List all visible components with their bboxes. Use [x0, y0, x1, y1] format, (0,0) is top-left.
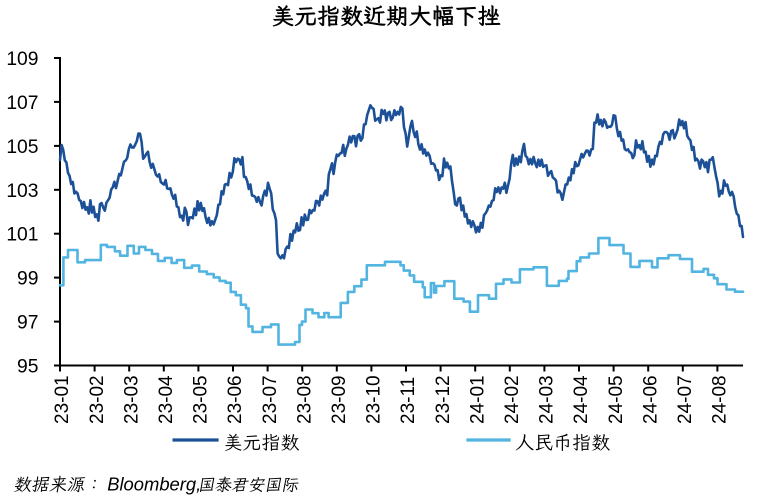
svg-text:23-05: 23-05: [191, 375, 212, 424]
svg-text:23-11: 23-11: [398, 377, 419, 424]
svg-text:23-06: 23-06: [225, 375, 246, 424]
svg-text:24-01: 24-01: [467, 375, 488, 424]
svg-text:24-07: 24-07: [675, 375, 696, 424]
svg-text:109: 109: [6, 49, 38, 70]
svg-text:23-03: 23-03: [121, 375, 142, 424]
svg-text:105: 105: [6, 137, 38, 158]
svg-text:103: 103: [6, 181, 38, 202]
svg-text:97: 97: [17, 313, 38, 334]
svg-text:24-03: 24-03: [537, 375, 558, 424]
svg-text:23-04: 23-04: [156, 375, 177, 424]
svg-text:24-08: 24-08: [710, 375, 731, 424]
svg-text:24-04: 24-04: [571, 375, 592, 424]
svg-text:95: 95: [17, 357, 38, 378]
svg-text:23-08: 23-08: [294, 375, 315, 424]
svg-text:24-05: 24-05: [606, 375, 627, 424]
svg-text:23-09: 23-09: [329, 375, 350, 424]
svg-text:24-06: 24-06: [640, 375, 661, 424]
svg-text:23-01: 23-01: [52, 375, 73, 424]
svg-text:24-02: 24-02: [502, 375, 523, 424]
svg-text:23-12: 23-12: [433, 375, 454, 424]
svg-text:23-10: 23-10: [364, 375, 385, 424]
svg-text:107: 107: [6, 93, 38, 114]
svg-text:23-02: 23-02: [87, 375, 108, 424]
svg-text:101: 101: [6, 225, 38, 246]
svg-text:99: 99: [17, 269, 38, 290]
svg-text:23-07: 23-07: [260, 375, 281, 424]
svg-text:Bloomberg,: Bloomberg,: [107, 474, 201, 495]
